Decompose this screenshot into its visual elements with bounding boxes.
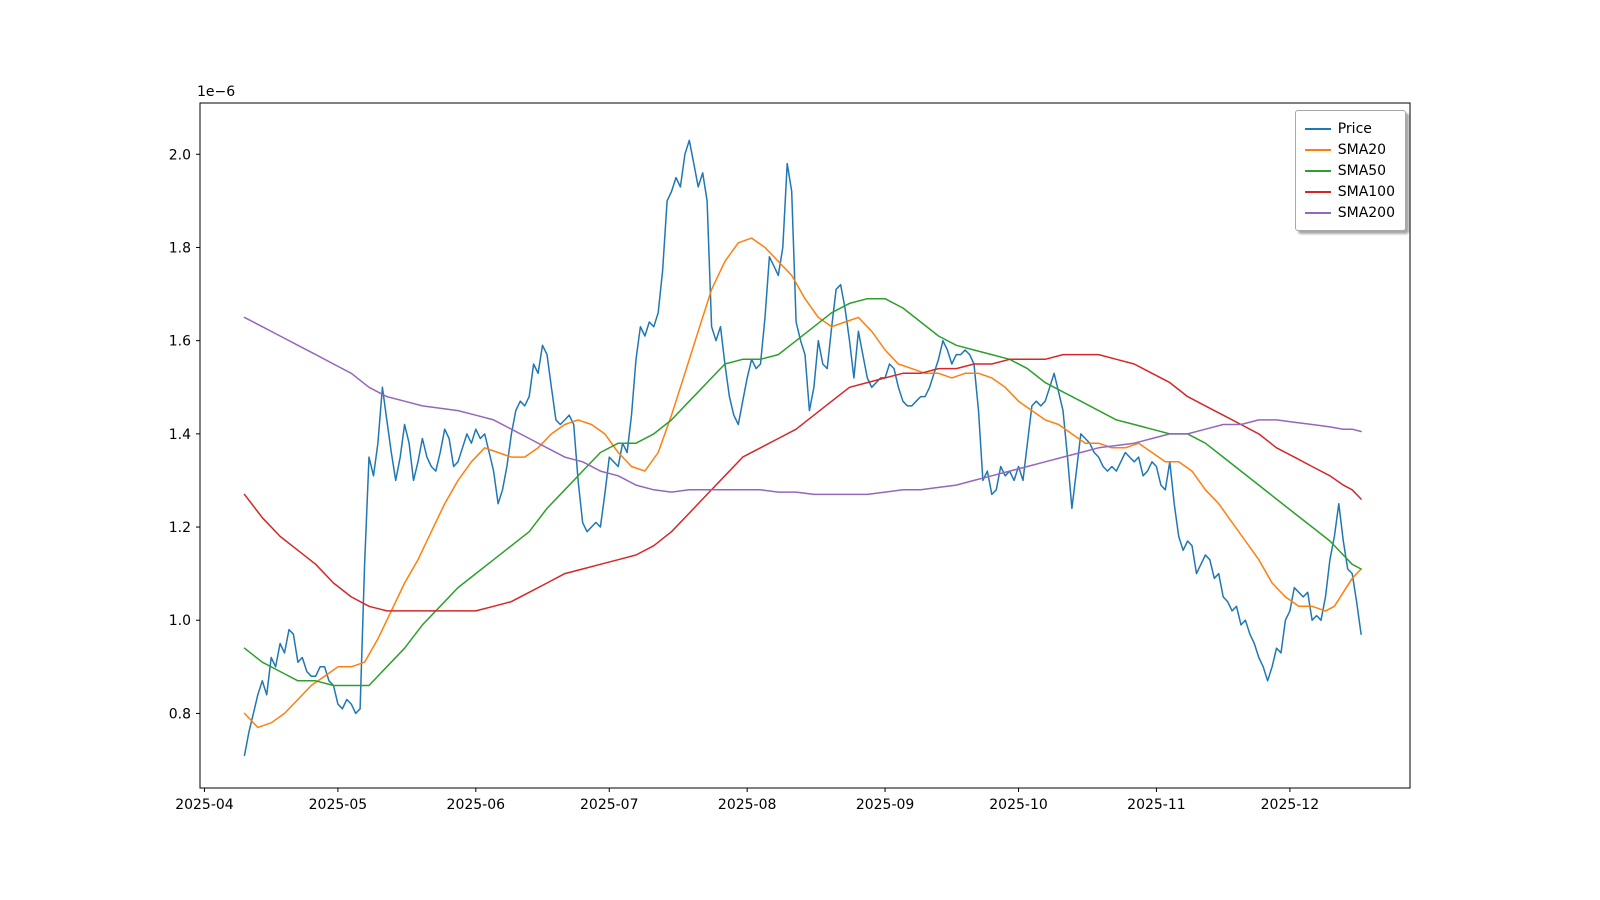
svg-text:2025-11: 2025-11 bbox=[1127, 797, 1186, 813]
svg-text:2025-05: 2025-05 bbox=[309, 797, 368, 813]
legend-label-sma50: SMA50 bbox=[1337, 162, 1387, 179]
svg-text:2025-09: 2025-09 bbox=[856, 797, 915, 813]
sma100-line-swatch bbox=[1304, 190, 1331, 193]
legend: Price SMA20 SMA50 SMA100 SMA200 bbox=[1294, 110, 1406, 231]
svg-text:0.8: 0.8 bbox=[169, 706, 191, 722]
legend-item-sma20: SMA20 bbox=[1304, 139, 1395, 160]
svg-text:2.0: 2.0 bbox=[169, 147, 191, 163]
price-line-swatch bbox=[1304, 127, 1331, 130]
svg-text:1.8: 1.8 bbox=[169, 240, 191, 256]
svg-text:2025-10: 2025-10 bbox=[989, 797, 1048, 813]
sma50-line-swatch bbox=[1304, 169, 1331, 172]
svg-text:1.2: 1.2 bbox=[169, 520, 191, 536]
sma200-line-swatch bbox=[1304, 211, 1331, 214]
legend-label-sma100: SMA100 bbox=[1337, 183, 1395, 200]
legend-label-sma20: SMA20 bbox=[1337, 141, 1387, 158]
y-axis-offset-label: 1e−6 bbox=[197, 84, 236, 100]
svg-text:2025-12: 2025-12 bbox=[1261, 797, 1320, 813]
svg-text:2025-06: 2025-06 bbox=[447, 797, 506, 813]
legend-label-price: Price bbox=[1337, 120, 1372, 137]
svg-text:1.6: 1.6 bbox=[169, 334, 191, 350]
legend-item-sma50: SMA50 bbox=[1304, 160, 1395, 181]
sma20-line-swatch bbox=[1304, 148, 1331, 151]
svg-text:1.0: 1.0 bbox=[169, 613, 191, 629]
legend-item-price: Price bbox=[1304, 118, 1395, 139]
legend-item-sma100: SMA100 bbox=[1304, 181, 1395, 202]
svg-text:2025-07: 2025-07 bbox=[580, 797, 639, 813]
svg-text:2025-08: 2025-08 bbox=[718, 797, 777, 813]
svg-text:2025-04: 2025-04 bbox=[175, 797, 234, 813]
legend-label-sma200: SMA200 bbox=[1337, 204, 1395, 221]
legend-item-sma200: SMA200 bbox=[1304, 202, 1395, 223]
svg-text:1.4: 1.4 bbox=[169, 427, 191, 443]
